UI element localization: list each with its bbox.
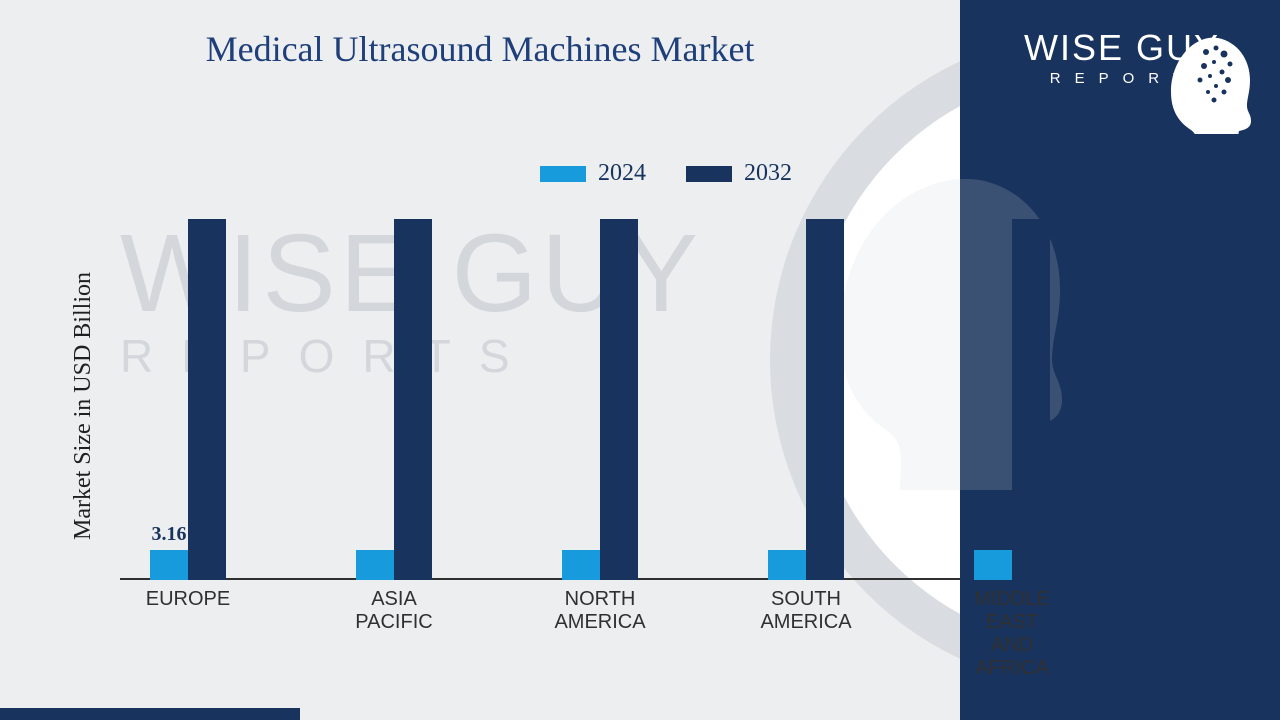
brand-logo: WISE GUYREPORTS	[1024, 30, 1220, 87]
bar	[600, 219, 638, 580]
plot-area: 3.16EUROPEASIAPACIFICNORTHAMERICASOUTHAM…	[120, 200, 960, 580]
brand-head-icon	[1166, 34, 1256, 134]
footer-accent-bar	[0, 708, 300, 720]
bar	[394, 219, 432, 580]
bar	[356, 550, 394, 580]
category-label: NORTHAMERICA	[525, 588, 675, 634]
bar	[974, 550, 1012, 580]
bar	[1012, 219, 1050, 580]
chart-title: Medical Ultrasound Machines Market	[0, 28, 960, 70]
category-label: EUROPE	[113, 588, 263, 611]
legend: 2024 2032	[540, 160, 792, 187]
chart-canvas: WISE GUYREPORTS Medical Ultrasound Machin…	[0, 0, 1280, 720]
legend-item: 2024	[540, 160, 646, 187]
legend-swatch	[540, 166, 586, 182]
y-axis-label: Market Size in USD Billion	[70, 272, 97, 540]
category-label: ASIAPACIFIC	[319, 588, 469, 634]
legend-swatch	[686, 166, 732, 182]
category-label: SOUTHAMERICA	[731, 588, 881, 634]
category-label: MIDDLEEASTANDAFRICA	[937, 588, 1087, 680]
legend-item: 2032	[686, 160, 792, 187]
bar	[188, 219, 226, 580]
bar	[150, 550, 188, 580]
legend-label: 2024	[598, 160, 646, 187]
legend-label: 2032	[744, 160, 792, 187]
bar	[806, 219, 844, 580]
bar	[562, 550, 600, 580]
bar	[768, 550, 806, 580]
